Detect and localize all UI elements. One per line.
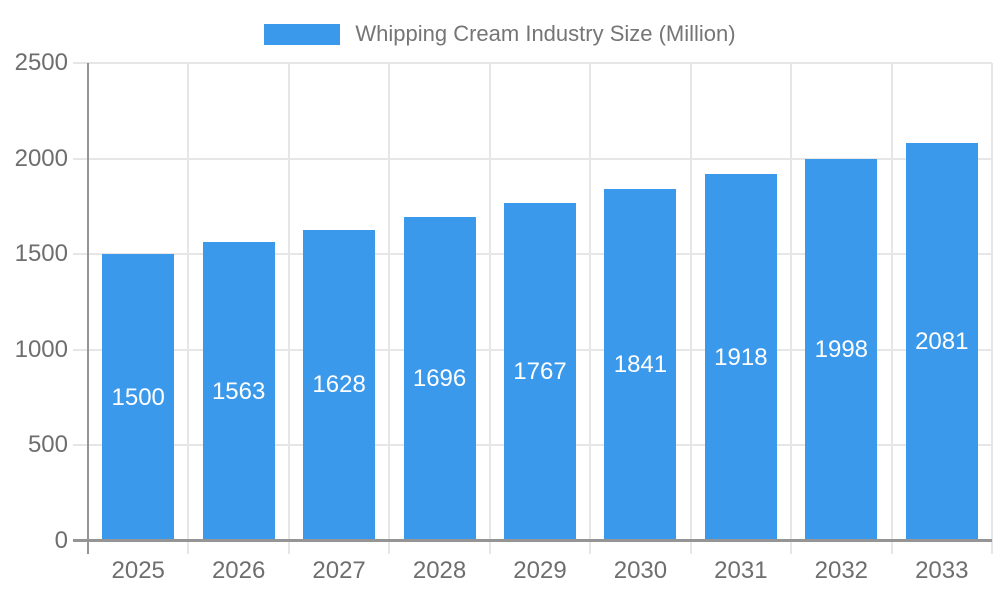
y-axis: 0 500 1000 1500 2000 2500 [0, 51, 68, 553]
bar-2026[interactable]: 1563 [202, 242, 275, 541]
x-axis-tick-label: 2032 [814, 557, 869, 584]
plot-area: 1500 1563 1628 1696 1767 1841 1918 1998 2081 [73, 62, 993, 554]
y-axis-tick-label: 1500 [14, 240, 68, 268]
x-axis-tick-label: 2027 [312, 557, 366, 584]
bar-value-label: 1767 [513, 358, 567, 386]
y-axis-tick-label: 2000 [14, 144, 68, 172]
bar-value-label: 2081 [915, 328, 969, 356]
legend-label: Whipping Cream Industry Size (Million) [355, 21, 736, 46]
bar-value-label: 1628 [312, 371, 366, 399]
v-gridline [287, 63, 290, 554]
bar-2030[interactable]: 1841 [604, 189, 677, 541]
x-axis-line [73, 539, 992, 542]
v-gridline [187, 63, 190, 554]
x-axis-tick-label: 2028 [412, 557, 467, 584]
v-gridline [689, 63, 692, 554]
bar-2027[interactable]: 1628 [303, 229, 376, 541]
bar-value-label: 1918 [714, 343, 768, 371]
v-gridline [388, 63, 391, 554]
y-axis-tick-label: 0 [54, 527, 68, 554]
h-gridline [73, 62, 992, 64]
v-gridline [991, 63, 993, 554]
x-axis-tick-label: 2031 [714, 557, 768, 584]
bar-2031[interactable]: 1918 [704, 174, 777, 541]
v-gridline [790, 63, 793, 554]
v-gridline [890, 63, 893, 554]
y-axis-line [87, 63, 89, 554]
v-gridline [488, 63, 491, 554]
x-axis-tick-label: 2025 [111, 557, 165, 584]
x-axis-tick-label: 2026 [211, 557, 266, 584]
bar-2028[interactable]: 1696 [403, 216, 476, 541]
bar-2032[interactable]: 1998 [805, 158, 878, 541]
legend-swatch [264, 23, 341, 45]
x-axis-tick-label: 2030 [613, 557, 668, 584]
bar-value-label: 1998 [814, 335, 869, 363]
y-axis-tick-label: 2500 [14, 49, 68, 76]
bar-value-label: 1696 [412, 364, 467, 392]
bar-2025[interactable]: 1500 [102, 254, 175, 541]
bar-value-label: 1500 [111, 383, 165, 411]
bar-value-label: 1841 [613, 351, 668, 378]
bar-value-label: 1563 [211, 377, 266, 405]
h-gridline [73, 157, 992, 160]
v-gridline [589, 63, 592, 554]
bar-2029[interactable]: 1767 [504, 203, 576, 541]
legend[interactable]: Whipping Cream Industry Size (Million) [0, 21, 1000, 47]
x-axis-tick-label: 2033 [915, 557, 969, 584]
x-axis: 2025 2026 2027 2028 2029 2030 2031 2032 2033 [88, 541, 992, 586]
bar-2033[interactable]: 2081 [905, 143, 978, 541]
y-axis-tick-label: 500 [27, 431, 68, 459]
y-axis-tick-label: 1000 [14, 335, 68, 363]
x-axis-tick-label: 2029 [513, 557, 567, 584]
